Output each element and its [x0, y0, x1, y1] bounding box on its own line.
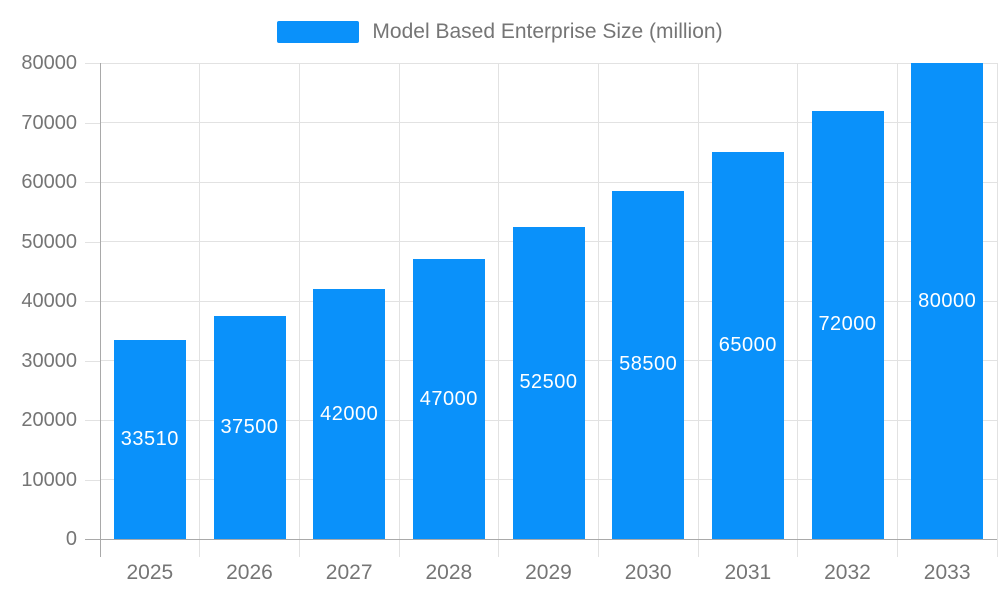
bar-2025[interactable]: 33510: [113, 339, 186, 539]
bar-2033[interactable]: 80000: [911, 63, 984, 539]
x-axis-label: 2029: [525, 561, 572, 584]
bar-2032[interactable]: 72000: [811, 110, 884, 539]
y-axis-label: 20000: [21, 409, 77, 431]
y-gridline: [100, 181, 997, 183]
plot-area: 33510 37500 42000 47000 52500 58500 65000 72000…: [100, 63, 998, 557]
y-tick: [85, 241, 100, 243]
chart-legend[interactable]: Model Based Enterprise Size (million): [0, 20, 1000, 44]
y-axis-label: 30000: [21, 349, 77, 372]
y-axis-label: 0: [65, 528, 77, 550]
y-gridline: [100, 122, 997, 123]
y-tick: [85, 122, 100, 124]
x-gridline: [298, 63, 300, 557]
x-axis-label: 2030: [624, 561, 672, 584]
bar-2027[interactable]: 42000: [313, 289, 386, 539]
x-axis-label: 2033: [923, 561, 971, 584]
y-tick: [85, 301, 100, 302]
bar-value-label: 65000: [718, 334, 777, 357]
y-axis-label: 40000: [21, 290, 77, 312]
bar-2026[interactable]: 37500: [213, 315, 286, 539]
x-gridline: [996, 63, 998, 557]
y-tick: [85, 63, 100, 64]
y-tick: [85, 479, 100, 481]
bar-value-label: 80000: [918, 289, 977, 312]
x-axis-label: 2028: [425, 561, 473, 584]
bar-value-label: 72000: [818, 313, 877, 336]
bar-2031[interactable]: 65000: [711, 152, 784, 539]
x-gridline: [398, 63, 400, 557]
bar-value-label: 33510: [120, 427, 179, 450]
x-axis-line: [85, 538, 997, 540]
y-axis-line: [99, 63, 101, 557]
x-axis-label: 2031: [724, 561, 772, 584]
legend-swatch-icon: [277, 21, 360, 43]
y-tick: [85, 182, 100, 183]
bar-value-label: 58500: [619, 353, 678, 376]
x-axis-label: 2025: [126, 561, 174, 584]
bar-2029[interactable]: 52500: [512, 226, 585, 539]
y-tick: [85, 360, 100, 362]
bar-value-label: 52500: [519, 371, 578, 394]
bar-value-label: 47000: [419, 387, 478, 410]
x-axis-label: 2032: [824, 561, 871, 584]
bar-value-label: 37500: [220, 415, 279, 438]
legend-label: Model Based Enterprise Size (million): [372, 20, 723, 43]
y-axis-label: 10000: [21, 468, 77, 491]
y-axis-label: 80000: [21, 52, 77, 74]
y-axis-label: 70000: [21, 111, 77, 134]
y-axis-label: 50000: [21, 230, 77, 253]
x-axis-label: 2027: [325, 561, 373, 584]
y-axis-label: 60000: [21, 171, 77, 193]
bar-2030[interactable]: 58500: [612, 190, 685, 539]
y-gridline: [100, 63, 997, 64]
bar-value-label: 42000: [320, 402, 379, 425]
x-gridline: [498, 63, 500, 557]
bar-2028[interactable]: 47000: [412, 259, 485, 539]
x-gridline: [199, 63, 201, 557]
y-tick: [85, 420, 100, 421]
x-axis-label: 2026: [226, 561, 273, 584]
x-gridline: [697, 63, 699, 557]
x-gridline: [797, 63, 799, 557]
x-gridline: [896, 63, 898, 557]
x-gridline: [597, 63, 599, 557]
y-tick: [85, 539, 100, 540]
